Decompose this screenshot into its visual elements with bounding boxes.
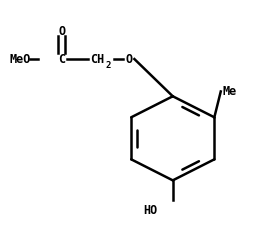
Text: O: O [58, 25, 65, 38]
Text: C: C [58, 52, 65, 66]
Text: HO: HO [144, 204, 158, 217]
Text: 2: 2 [105, 61, 111, 69]
Text: O: O [125, 52, 132, 66]
Text: CH: CH [90, 52, 104, 66]
Text: Me: Me [222, 85, 236, 98]
Text: MeO: MeO [10, 52, 31, 66]
